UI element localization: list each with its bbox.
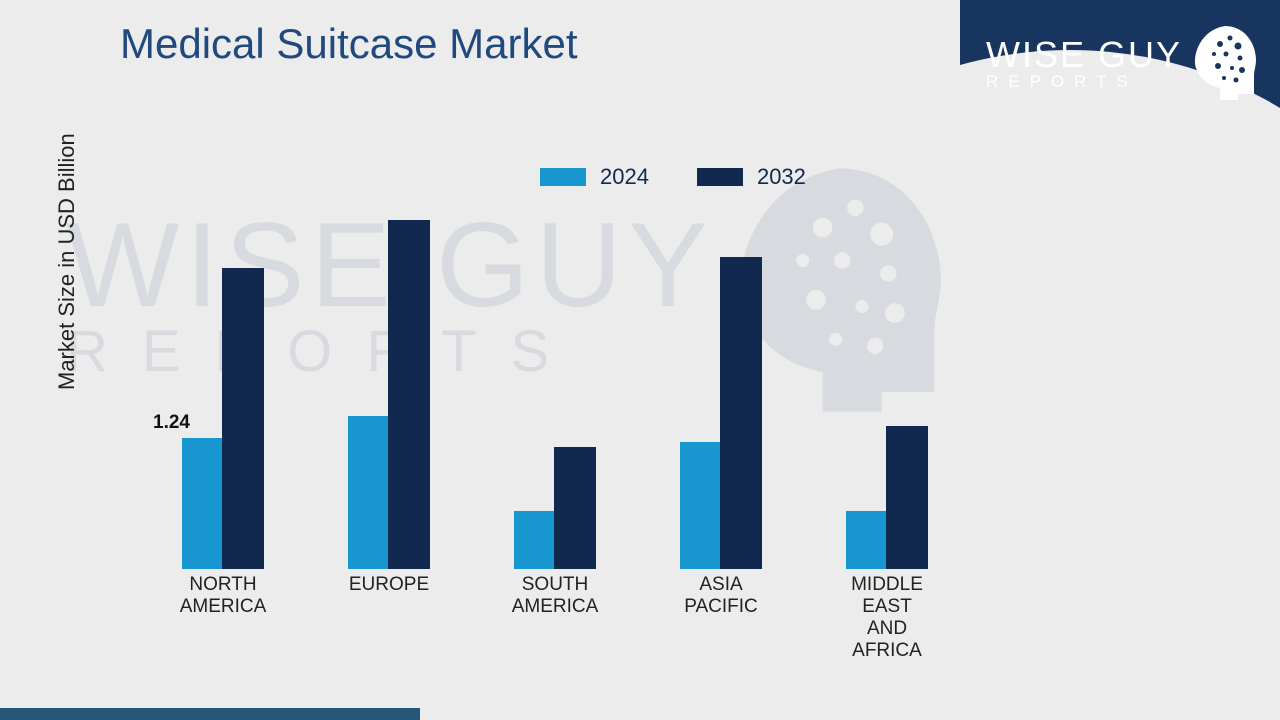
legend-swatch-2032 <box>697 168 743 186</box>
chart-title: Medical Suitcase Market <box>120 20 578 68</box>
bar-group <box>817 426 957 569</box>
brand-line2: REPORTS <box>986 72 1138 92</box>
bar-2024 <box>680 442 722 569</box>
bottom-accent-strip <box>0 708 420 720</box>
bar-2032 <box>388 220 430 569</box>
bar-2032 <box>222 268 264 569</box>
brand-head-icon <box>1190 24 1260 102</box>
legend-label-2032: 2032 <box>757 164 806 190</box>
y-axis-label: Market Size in USD Billion <box>54 133 80 390</box>
bar-data-label: 1.24 <box>153 412 190 434</box>
legend-swatch-2024 <box>540 168 586 186</box>
bar-group <box>485 447 625 569</box>
bars-area: 1.24 <box>140 200 970 570</box>
x-axis-label: EUROPE <box>319 574 459 661</box>
bar-2024 <box>846 511 888 569</box>
bar-2032 <box>720 257 762 569</box>
bar-2032 <box>554 447 596 569</box>
bar-group <box>319 220 459 569</box>
x-axis-label: SOUTH AMERICA <box>485 574 625 661</box>
legend-label-2024: 2024 <box>600 164 649 190</box>
legend-item-2024: 2024 <box>540 164 649 190</box>
x-axis-label: ASIA PACIFIC <box>651 574 791 661</box>
bar-group <box>651 257 791 569</box>
brand-logo: WISE GUY REPORTS <box>986 24 1260 102</box>
bar-2024 <box>182 438 224 569</box>
brand-line1: WISE GUY <box>986 34 1182 76</box>
bar-2024 <box>348 416 390 569</box>
bar-group: 1.24 <box>153 268 293 569</box>
bar-2024 <box>514 511 556 569</box>
legend: 2024 2032 <box>540 164 806 190</box>
x-axis-labels: NORTH AMERICA EUROPE SOUTH AMERICA ASIA PAC… <box>140 574 970 661</box>
bar-2032 <box>886 426 928 569</box>
chart-plot: Market Size in USD Billion 1.24 NORTH AM… <box>100 200 970 660</box>
x-axis-label: NORTH AMERICA <box>153 574 293 661</box>
legend-item-2032: 2032 <box>697 164 806 190</box>
x-axis-label: MIDDLE EAST AND AFRICA <box>817 574 957 661</box>
